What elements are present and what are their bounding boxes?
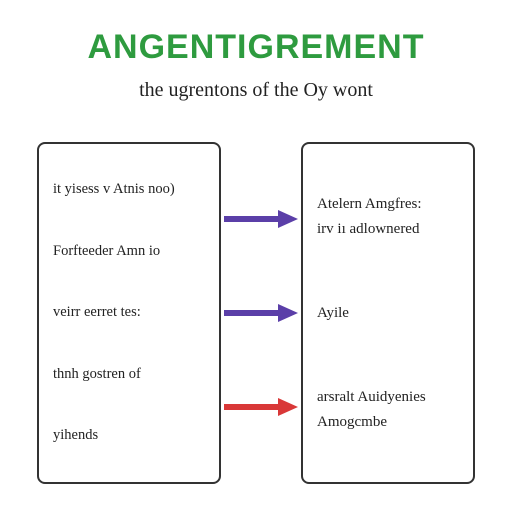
left-item: thnh gostren of [53,365,205,385]
page-title: ANGENTIGREMENT [30,28,482,67]
right-box: Atelern Amgfres: irv iı adlownered Ayile… [301,142,475,484]
left-item: Forfteeder Amn io [53,242,205,262]
two-box-diagram: it yisess v Atnis noo) Forfteeder Amn io… [30,142,482,484]
arrow-column [221,142,301,484]
right-item: irv iı adlownered [317,219,459,240]
right-item: Amogcmbe [317,412,459,433]
right-bot-group: arsralt Auidyenies Amogcmbe [317,387,459,433]
left-item: yihends [53,426,205,446]
left-item: it yisess v Atnis noo) [53,180,205,200]
arrow-icon [222,208,300,230]
left-item: veirr eerret tes: [53,303,205,323]
right-item: Atelern Amgfres: [317,194,459,215]
arrow-icon [222,302,300,324]
right-top-group: Atelern Amgfres: irv iı adlownered [317,194,459,240]
arrow-icon [222,396,300,418]
subtitle: the ugrentons of the Oy wont [30,79,482,102]
right-item: Ayile [317,303,459,324]
left-box: it yisess v Atnis noo) Forfteeder Amn io… [37,142,221,484]
diagram-container: ANGENTIGREMENT the ugrentons of the Oy w… [0,0,512,512]
right-item: arsralt Auidyenies [317,387,459,408]
